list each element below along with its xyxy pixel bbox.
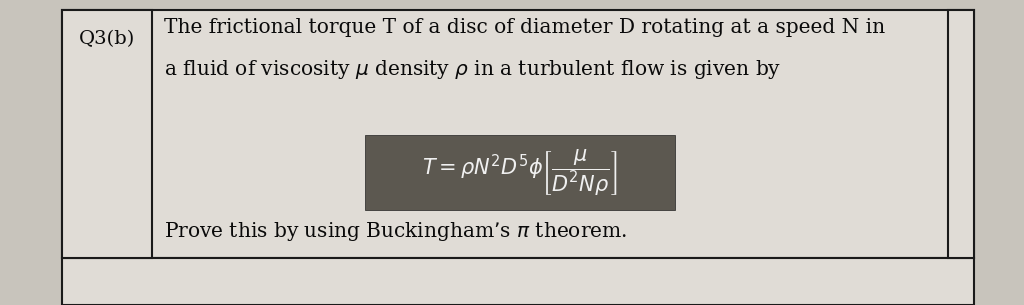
Bar: [62, 10, 152, 258]
Text: $T = \rho N^2 D^5 \phi \left[\dfrac{\mu}{D^2 N \rho}\right]$: $T = \rho N^2 D^5 \phi \left[\dfrac{\mu}…: [422, 147, 617, 198]
Bar: [62, 10, 974, 258]
Bar: [62, 258, 974, 305]
Bar: [948, 10, 974, 258]
Bar: [365, 135, 675, 210]
Text: a fluid of viscosity $\mu$ density $\rho$ in a turbulent flow is given by: a fluid of viscosity $\mu$ density $\rho…: [164, 58, 781, 81]
Text: The frictional torque T of a disc of diameter D rotating at a speed N in: The frictional torque T of a disc of dia…: [164, 18, 885, 37]
Text: Prove this by using Buckingham’s $\pi$ theorem.: Prove this by using Buckingham’s $\pi$ t…: [164, 220, 627, 243]
Text: Q3(b): Q3(b): [79, 30, 135, 48]
